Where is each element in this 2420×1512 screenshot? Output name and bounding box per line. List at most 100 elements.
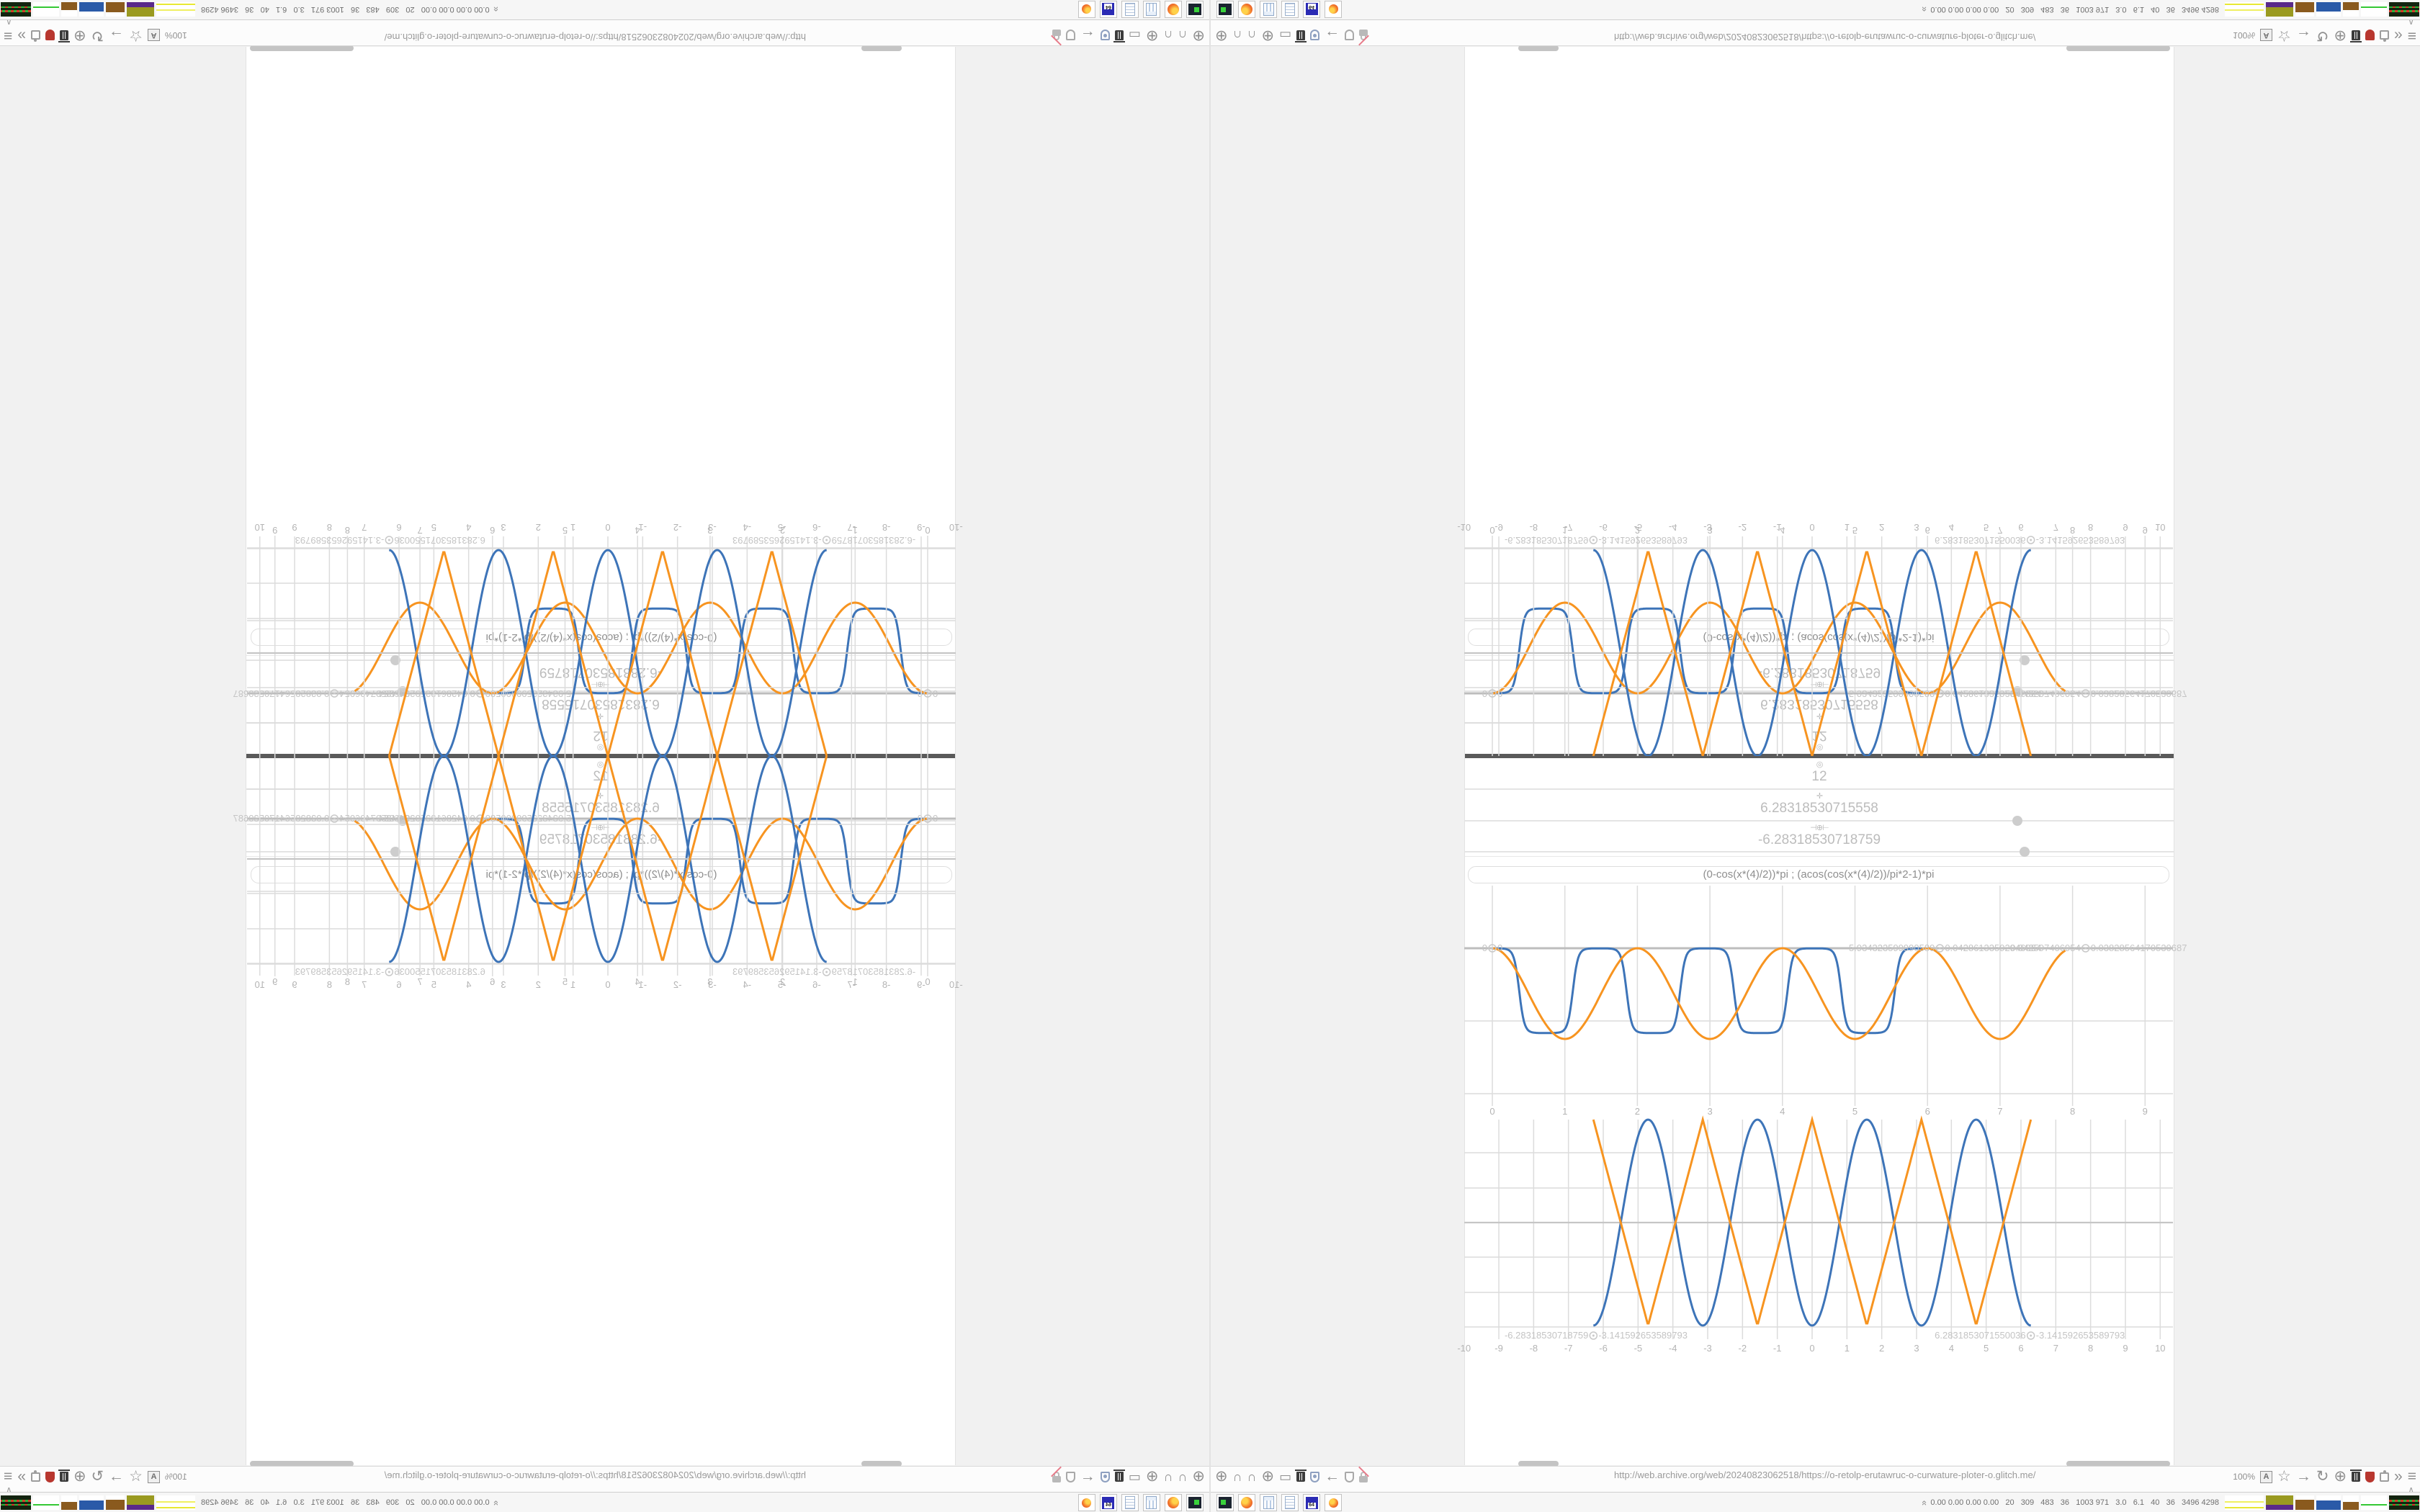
floppy-disk-app-icon[interactable]: 64 [1303,1,1320,18]
firefox-small-app-icon[interactable] [1078,1494,1095,1511]
horizontal-scrollbar-thumb[interactable] [1518,1461,1559,1467]
terminal-app-icon[interactable] [1186,1494,1204,1511]
folder-icon[interactable]: ▭ [1128,28,1141,42]
insecure-lock-icon[interactable] [1052,30,1061,37]
calculator-app-icon[interactable] [1260,1,1277,18]
reload-icon[interactable]: ↻ [2316,1468,2329,1485]
firefox-app-icon[interactable] [1238,1,1255,18]
terminal-app-icon[interactable] [1186,1,1204,18]
memory-applet[interactable] [2295,2,2314,17]
forward-arrow-icon[interactable]: → [109,1468,125,1485]
floppy-disk-app-icon[interactable]: 64 [1303,1494,1320,1511]
red-shield-icon[interactable] [2365,30,2375,41]
overflow-chevron-icon[interactable]: » [17,1468,26,1485]
menu-icon[interactable]: ≡ [4,1468,13,1485]
cpu-applet[interactable] [2266,1495,2293,1510]
trash-icon[interactable] [1114,30,1124,40]
swap-applet[interactable] [79,1495,104,1510]
translate-icon[interactable]: A [2260,1470,2272,1483]
gauge-icon[interactable]: ∩ [1247,28,1257,42]
globe-icon[interactable]: ⊕ [1261,1468,1275,1485]
calculator-app-icon[interactable] [1143,1494,1160,1511]
extension-icon[interactable] [30,1472,40,1482]
disk-applet[interactable] [2343,2,2359,17]
gauge-icon[interactable]: ∩ [1247,1470,1257,1484]
network-graph-applet[interactable] [2225,2,2264,17]
extension-icon[interactable] [2380,1470,2390,1482]
globe-icon[interactable]: ⊕ [1192,27,1205,44]
history-graph-applet[interactable] [1,1495,31,1510]
url-bar[interactable]: http://web.archive.org/web/2024082306251… [1614,32,2036,42]
red-shield-icon[interactable] [2365,1471,2375,1482]
extension-icon[interactable] [2380,30,2390,40]
cpu-applet[interactable] [127,1495,154,1510]
menu-icon[interactable]: ≡ [2407,1468,2416,1485]
globe-icon[interactable]: ⊕ [1145,1468,1159,1485]
taskbar-chevron-icon[interactable]: « [489,6,501,12]
bookmark-star-icon[interactable]: ☆ [2277,1468,2291,1485]
swap-applet[interactable] [79,2,104,17]
network-graph-applet[interactable] [2225,1495,2264,1510]
globe-icon[interactable]: ⊕ [1261,27,1275,44]
slider-track[interactable] [1465,847,2174,857]
notepad-app-icon[interactable] [1281,1494,1299,1511]
trash-icon[interactable] [1114,1472,1124,1482]
terminal-app-icon[interactable] [1216,1,1234,18]
globe-icon[interactable]: ⊕ [2334,27,2347,44]
history-graph-applet[interactable] [2389,2,2419,17]
load-applet[interactable] [2361,2,2387,17]
reload-icon[interactable]: ↻ [91,1468,104,1485]
horizontal-scrollbar-thumb[interactable] [1518,45,1559,51]
translate-icon[interactable]: A [148,29,160,42]
shield-outline-icon[interactable] [1345,30,1355,41]
back-arrow-icon[interactable]: ← [1080,27,1095,44]
network-graph-applet[interactable] [156,1495,195,1510]
globe-icon[interactable]: ⊕ [73,1468,86,1485]
disk-applet[interactable] [61,2,77,17]
history-graph-applet[interactable] [2389,1495,2419,1510]
menu-icon[interactable]: ≡ [2407,27,2416,44]
badge-shield-icon[interactable] [1100,1471,1110,1482]
shield-outline-icon[interactable] [1345,1471,1355,1482]
overflow-chevron-icon[interactable]: » [17,27,26,44]
load-applet[interactable] [33,1495,59,1510]
shield-outline-icon[interactable] [1065,30,1075,41]
back-arrow-icon[interactable]: ← [1325,1468,1340,1485]
firefox-app-icon[interactable] [1238,1494,1255,1511]
gauge-icon[interactable]: ∩ [1178,28,1188,42]
trash-icon[interactable] [1295,1470,1307,1482]
shield-outline-icon[interactable] [1065,1471,1075,1482]
globe-icon[interactable]: ⊕ [2334,1468,2347,1485]
slider-track[interactable] [1465,816,2174,826]
gauge-icon[interactable]: ∩ [1163,1470,1173,1484]
globe-icon[interactable]: ⊕ [1192,1468,1205,1485]
badge-shield-icon[interactable] [1310,1471,1320,1482]
disk-applet[interactable] [61,1495,77,1510]
formula-input[interactable]: (0-cos(x*(4)/2))*pi ; (acos(cos(x*(4)/2)… [1468,866,2169,883]
gauge-icon[interactable]: ∩ [1232,28,1242,42]
folder-icon[interactable]: ▭ [1128,1470,1141,1484]
gauge-icon[interactable]: ∩ [1178,1470,1188,1484]
url-bar[interactable]: http://web.archive.org/web/2024082306251… [1614,1470,2036,1480]
trash-icon[interactable] [2352,30,2361,40]
forward-arrow-icon[interactable]: → [2295,1468,2311,1485]
reload-icon[interactable]: ↻ [2316,27,2329,44]
horizontal-scrollbar-thumb[interactable] [2066,45,2170,51]
insecure-lock-icon[interactable] [1052,1475,1061,1482]
memory-applet[interactable] [106,2,125,17]
menu-icon[interactable]: ≡ [4,27,13,44]
firefox-small-app-icon[interactable] [1325,1494,1342,1511]
trash-icon[interactable] [59,30,68,40]
slider-track[interactable] [1465,788,2174,790]
load-applet[interactable] [2361,1495,2387,1510]
insecure-lock-icon[interactable] [1359,30,1368,37]
slider-handle[interactable] [2020,847,2030,857]
insecure-lock-icon[interactable] [1359,1471,1368,1482]
globe-icon[interactable]: ⊕ [1215,27,1228,44]
floppy-disk-app-icon[interactable]: 64 [1100,1,1117,18]
gauge-icon[interactable]: ∩ [1232,1470,1242,1484]
swap-applet[interactable] [2316,2,2341,17]
disk-applet[interactable] [2343,1495,2359,1510]
firefox-app-icon[interactable] [1165,1,1182,18]
red-shield-icon[interactable] [45,30,55,41]
